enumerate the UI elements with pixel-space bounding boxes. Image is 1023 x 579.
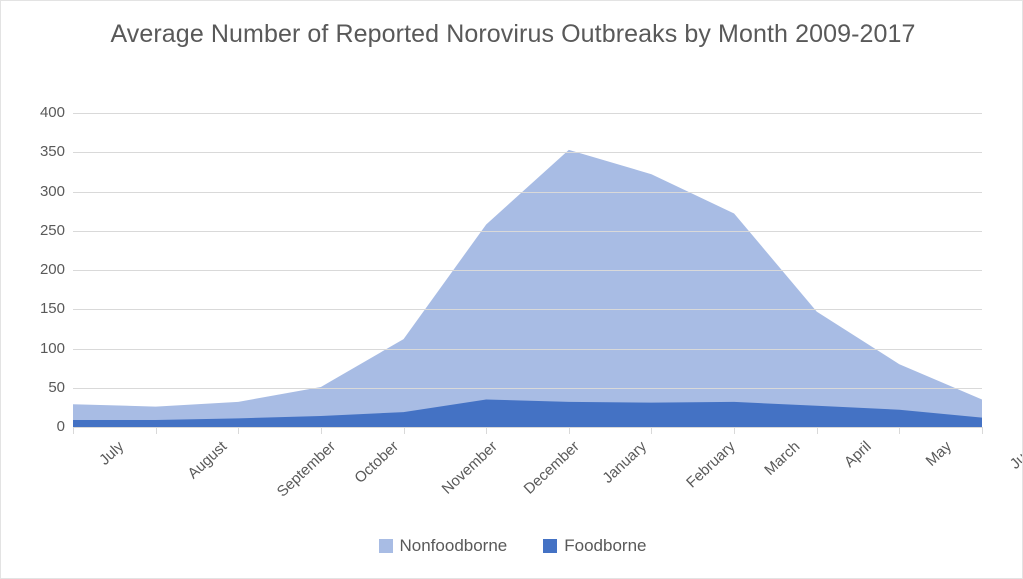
x-axis-line xyxy=(73,427,983,428)
gridline-200 xyxy=(73,270,982,271)
x-axis-tick-mark xyxy=(734,427,736,434)
x-axis-tick-label-june: June xyxy=(1006,438,1023,473)
x-axis-tick-mark xyxy=(899,427,901,434)
y-axis-tick-label: 300 xyxy=(39,182,65,200)
gridline-50 xyxy=(73,387,982,389)
chart-legend: Nonfoodborne Foodborne xyxy=(1,536,1022,555)
y-axis-tick-label: 0 xyxy=(56,418,65,435)
x-axis-tick-mark xyxy=(73,427,74,434)
legend-swatch-icon xyxy=(378,538,393,553)
x-axis-tick-mark xyxy=(982,427,983,434)
gridline-400 xyxy=(73,113,982,114)
x-axis-tick-label-december: December xyxy=(520,438,583,498)
x-axis-tick-label-august: August xyxy=(184,438,230,483)
x-axis-tick-mark xyxy=(238,427,240,434)
x-axis-tick-label-may: May xyxy=(922,438,956,470)
series-area-foodborne xyxy=(73,399,982,427)
x-axis-tick-label-october: October xyxy=(351,438,402,487)
x-axis-tick-label-march: March xyxy=(761,438,804,479)
gridline-300 xyxy=(73,191,982,193)
x-axis-tick-label-january: January xyxy=(599,438,650,487)
y-axis-tick-label: 400 xyxy=(39,104,65,121)
y-axis-tick-label: 350 xyxy=(39,143,65,161)
y-axis-tick-label: 150 xyxy=(39,300,65,318)
gridline-100 xyxy=(73,348,982,350)
y-axis-tick-label: 250 xyxy=(39,221,65,239)
x-axis-tick-mark xyxy=(403,427,405,434)
area-chart-svg xyxy=(73,149,982,427)
series-area-nonfoodborne xyxy=(73,149,982,427)
legend-item-nonfoodborne[interactable]: Nonfoodborne xyxy=(378,536,508,555)
x-axis-tick-mark xyxy=(651,427,653,434)
chart-title: Average Number of Reported Norovirus Out… xyxy=(110,20,916,48)
x-axis-tick-label-september: September xyxy=(273,438,340,501)
gridline-350 xyxy=(73,152,982,154)
x-axis-tick-mark xyxy=(486,427,488,434)
legend-item-foodborne[interactable]: Foodborne xyxy=(543,536,647,555)
x-axis-tick-mark xyxy=(155,427,157,434)
gridline-250 xyxy=(73,230,982,232)
legend-swatch-icon xyxy=(543,538,558,553)
x-axis-tick-label-april: April xyxy=(840,438,875,471)
x-axis-tick-label-february: February xyxy=(683,438,740,492)
gridline-150 xyxy=(73,309,982,311)
y-axis-tick-label: 50 xyxy=(48,378,65,396)
x-axis-tick-mark xyxy=(568,427,570,434)
y-axis-labels: 400 350 300 250 200 150 100 50 0 xyxy=(1,1,65,578)
x-axis-tick-mark xyxy=(816,427,818,434)
plot-area xyxy=(73,113,982,427)
y-axis-tick-label: 200 xyxy=(39,261,65,278)
y-axis-tick-label: 100 xyxy=(39,339,65,357)
legend-label: Nonfoodborne xyxy=(399,536,508,555)
x-axis-tick-label-november: November xyxy=(438,438,501,498)
x-axis-tick-label-july: July xyxy=(96,438,128,469)
legend-label: Foodborne xyxy=(564,536,647,555)
x-axis-tick-mark xyxy=(320,427,322,434)
